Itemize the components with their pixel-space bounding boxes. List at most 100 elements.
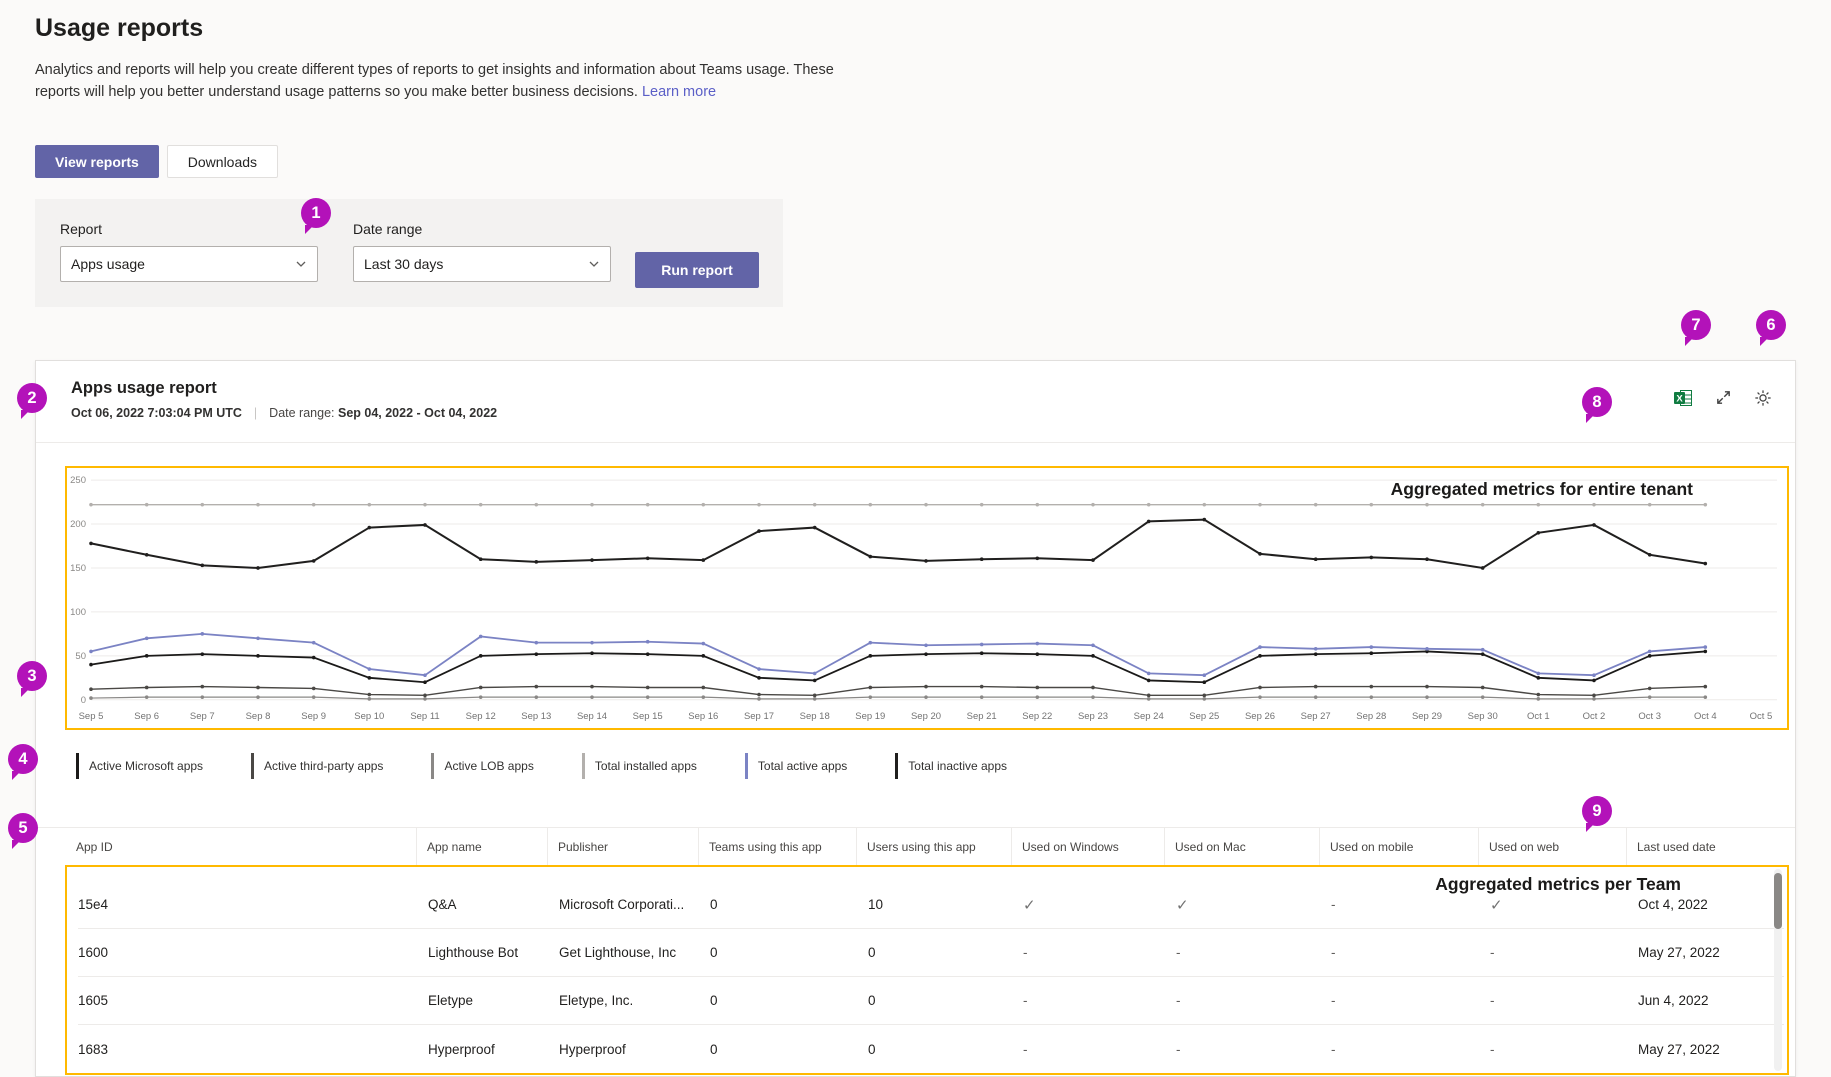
table-cell-2: Eletype, Inc. [559,993,634,1008]
table-cell-9: Jun 4, 2022 [1638,993,1709,1008]
table-row[interactable]: 1600 Lighthouse Bot Get Lighthouse, Inc 0 0 -… [78,929,1784,977]
table-row[interactable]: 15e4 Q&A Microsoft Corporati... 0 10 ✓ ✓ - ✓ Oct … [78,881,1784,929]
callout-badge-1: 1 [301,198,331,234]
table-cell-0: 15e4 [78,897,109,912]
svg-text:Sep 22: Sep 22 [1022,711,1052,722]
callout-badge-9: 9 [1582,796,1612,832]
svg-text:Sep 19: Sep 19 [855,711,885,722]
scrollbar-thumb[interactable] [1774,873,1782,929]
report-settings-button[interactable] [1747,383,1779,415]
column-header-4[interactable]: Users using this app [856,828,1011,865]
table-scrollbar[interactable] [1774,869,1782,1071]
column-header-8[interactable]: Used on web [1478,828,1626,865]
table-cell-5: ✓ [1023,896,1036,914]
svg-text:Oct 2: Oct 2 [1583,711,1606,722]
svg-text:Sep 6: Sep 6 [134,711,159,722]
date-range-select-value: Last 30 days [364,256,444,272]
table-cell-6: - [1176,993,1181,1008]
table-cell-5: - [1023,993,1028,1008]
table-cell-8: - [1490,945,1495,960]
column-header-7[interactable]: Used on mobile [1319,828,1478,865]
legend-color-bar [744,753,748,779]
legend-item-1[interactable]: Active third-party apps [251,753,383,779]
svg-text:Oct 4: Oct 4 [1694,711,1717,722]
svg-text:Sep 16: Sep 16 [688,711,718,722]
svg-text:250: 250 [70,475,86,486]
expand-report-button[interactable] [1707,383,1739,415]
table-body: 15e4 Q&A Microsoft Corporati... 0 10 ✓ ✓ - ✓ Oct … [78,881,1784,1073]
svg-text:Sep 9: Sep 9 [301,711,326,722]
description-text: Analytics and reports will help you crea… [35,62,834,100]
svg-text:Oct 5: Oct 5 [1750,711,1773,722]
tab-view-reports[interactable]: View reports [35,145,159,178]
table-cell-7: - [1331,993,1336,1008]
run-report-button[interactable]: Run report [635,252,759,288]
callout-badge-5: 5 [8,813,38,849]
table-header: App ID App name Publisher Teams using this … [36,827,1795,865]
svg-text:Sep 11: Sep 11 [410,711,439,722]
table-row[interactable]: 1683 Hyperproof Hyperproof 0 0 - - - - May 27, 20… [78,1025,1784,1073]
legend-item-2[interactable]: Active LOB apps [431,753,534,779]
table-cell-2: Hyperproof [559,1041,626,1057]
date-range-filter-group: Date range Last 30 days [353,221,611,282]
column-header-9[interactable]: Last used date [1626,828,1796,865]
column-header-2[interactable]: Publisher [547,828,698,865]
column-header-1[interactable]: App name [416,828,547,865]
svg-text:Sep 29: Sep 29 [1412,711,1442,722]
callout-badge-7: 7 [1681,310,1711,346]
table-cell-2: Get Lighthouse, Inc [559,945,677,960]
legend-label: Total installed apps [594,759,697,773]
table-cell-1: Hyperproof [428,1041,495,1057]
legend-color-bar [895,753,899,779]
table-row[interactable]: 1605 Eletype Eletype, Inc. 0 0 - - - - Jun 4, 202… [78,977,1784,1025]
legend-item-3[interactable]: Total installed apps [581,753,697,779]
report-tabs: View reports Downloads [35,145,279,178]
chart-legend: Active Microsoft apps Active third-party … [76,751,1007,781]
table-cell-7: - [1331,897,1336,912]
legend-color-bar [251,753,255,779]
filter-panel: Report Apps usage Date range Last 30 day… [35,199,783,307]
settings-icon [1754,389,1772,410]
report-select[interactable]: Apps usage [60,246,318,282]
column-header-5[interactable]: Used on Windows [1011,828,1164,865]
column-header-6[interactable]: Used on Mac [1164,828,1319,865]
callout-badge-4: 4 [8,744,38,780]
legend-item-4[interactable]: Total active apps [744,753,847,779]
tab-downloads[interactable]: Downloads [166,145,279,178]
svg-text:50: 50 [75,651,86,662]
export-to-excel-button[interactable]: X [1667,383,1699,415]
date-range-select-label: Date range [353,221,423,237]
report-select-value: Apps usage [71,256,145,272]
date-range-select[interactable]: Last 30 days [353,246,611,282]
table-cell-5: - [1023,1041,1028,1057]
svg-text:Sep 7: Sep 7 [190,711,215,722]
callout-badge-3: 3 [17,661,47,697]
svg-text:Sep 27: Sep 27 [1301,711,1331,722]
svg-text:Sep 12: Sep 12 [466,711,496,722]
table-cell-4: 0 [868,945,876,960]
table-cell-3: 0 [710,993,718,1008]
svg-text:Oct 1: Oct 1 [1527,711,1550,722]
column-header-3[interactable]: Teams using this app [698,828,856,865]
column-header-0[interactable]: App ID [76,839,113,854]
svg-text:Sep 20: Sep 20 [911,711,941,722]
tenant-annotation-box: 0 50 100 150 200 250 Sep 5 Sep 6 Sep 7 Sep 8 Sep 9… [65,466,1789,730]
callout-badge-2: 2 [17,383,47,419]
legend-item-5[interactable]: Total inactive apps [895,753,1007,779]
callout-badge-8: 8 [1582,387,1612,423]
svg-text:Sep 28: Sep 28 [1356,711,1386,722]
chevron-down-icon [296,261,306,267]
table-cell-7: - [1331,1041,1336,1057]
table-cell-1: Q&A [428,897,457,912]
legend-item-0[interactable]: Active Microsoft apps [76,753,203,779]
report-date-range-label: Date range: [269,406,335,420]
svg-text:Sep 25: Sep 25 [1189,711,1219,722]
svg-text:Sep 26: Sep 26 [1245,711,1275,722]
svg-text:Sep 8: Sep 8 [246,711,271,722]
card-header-divider [36,442,1795,443]
learn-more-link[interactable]: Learn more [641,83,717,100]
table-cell-0: 1683 [78,1041,109,1057]
table-cell-7: - [1331,945,1336,960]
table-cell-9: May 27, 2022 [1638,945,1720,960]
svg-text:Sep 14: Sep 14 [577,711,608,722]
